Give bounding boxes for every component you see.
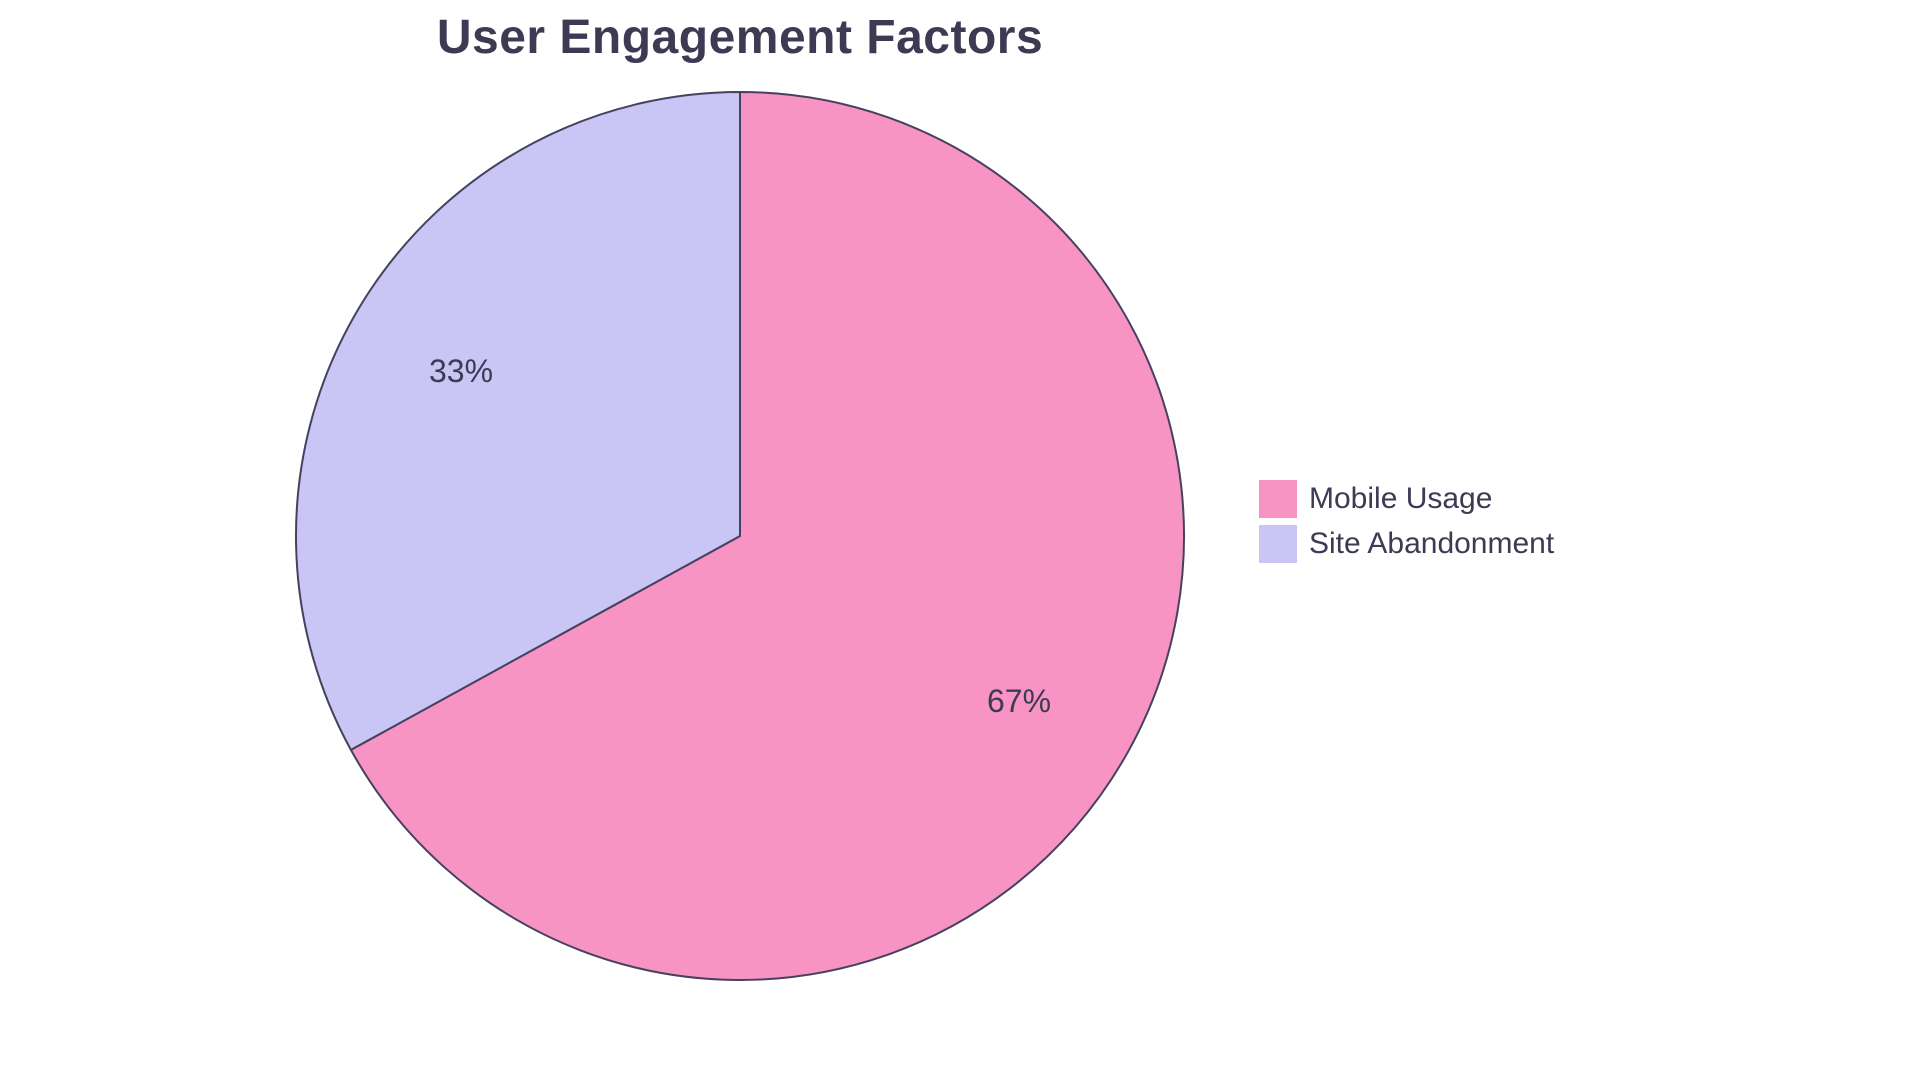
legend-label-site-abandonment: Site Abandonment	[1309, 527, 1555, 560]
legend-item-mobile-usage: Mobile Usage	[1259, 480, 1554, 518]
legend-swatch-site-abandonment	[1259, 525, 1297, 563]
chart-title: User Engagement Factors	[436, 11, 1044, 64]
pie-slice-mobile-usage	[349, 91, 1185, 981]
legend-item-site-abandonment: Site Abandonment	[1259, 525, 1554, 563]
legend-swatch-mobile-usage	[1259, 480, 1297, 518]
legend-label-mobile-usage: Mobile Usage	[1309, 482, 1493, 515]
pie-slice-site-abandonment	[295, 91, 741, 751]
legend: Mobile Usage Site Abandonment	[1259, 480, 1554, 563]
pie-slice-mobile-usage-percent-label: 67%	[987, 683, 1051, 719]
pie-slice-site-abandonment-percent-label: 33%	[429, 353, 493, 389]
